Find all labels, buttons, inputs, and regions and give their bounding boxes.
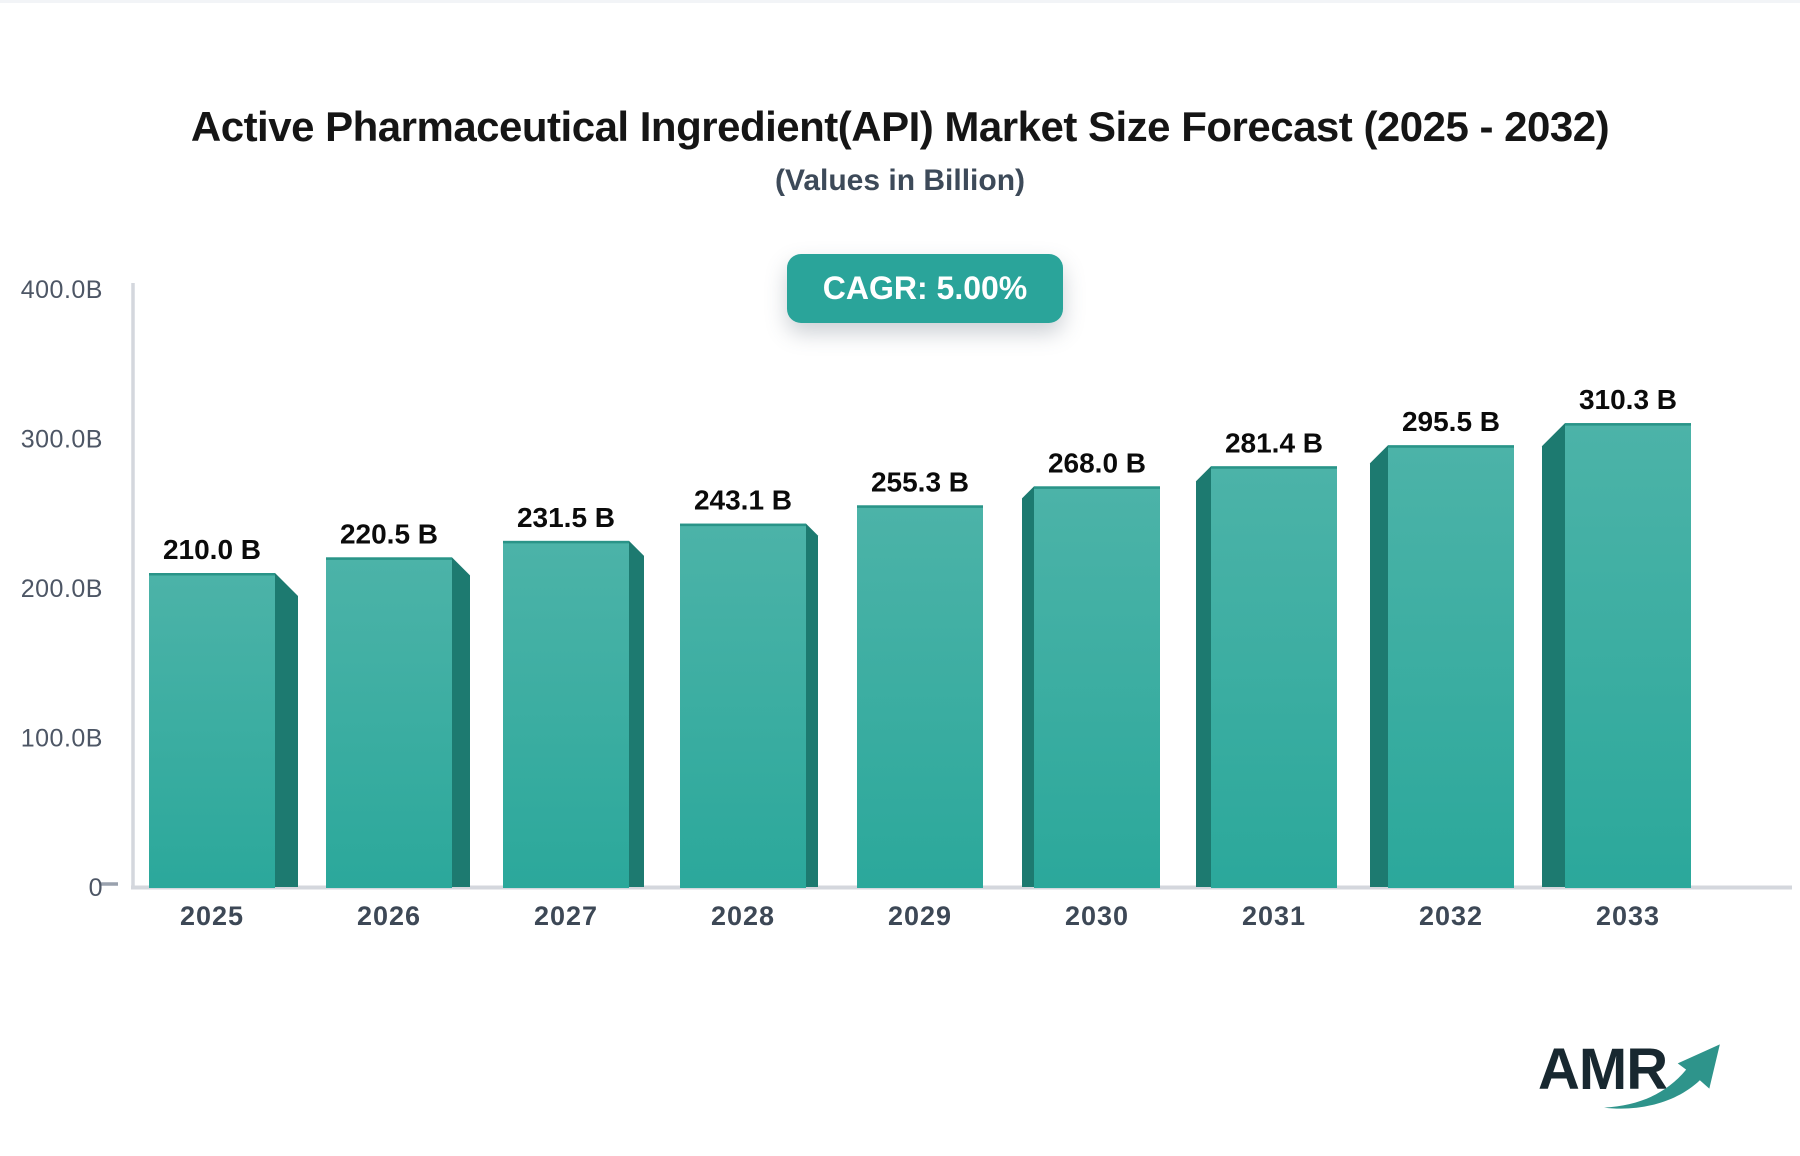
bar-value-label-2029: 255.3 B [871,466,969,497]
bar-2032 [1388,445,1514,888]
x-axis-label-2032: 2032 [1419,901,1483,931]
x-axis-label-2029: 2029 [888,901,952,931]
bar-2033 [1565,423,1691,888]
chart-subtitle: (Values in Billion) [774,164,1026,197]
x-axis-label-2025: 2025 [180,901,244,931]
bar-value-label-2032: 295.5 B [1402,406,1500,437]
bar-side-face-2025 [275,573,298,887]
bar-2027 [503,540,629,888]
cagr-badge-label: CAGR: 5.00% [822,270,1028,306]
y-axis-tick-label: 200.0B [21,575,103,603]
bar-value-label-2027: 231.5 B [517,502,615,533]
amr-logo-text: AMR [1538,1037,1668,1102]
growth-arrow-path [1604,1044,1720,1109]
x-axis-label-2027: 2027 [534,901,598,931]
amr-logo: AMR [1538,1036,1738,1126]
x-axis-label-2031: 2031 [1242,901,1306,931]
bar-2028 [680,523,806,888]
bar-2031 [1211,466,1337,888]
bar-value-label-2026: 220.5 B [340,518,438,549]
bar-side-face-2030 [1022,486,1034,887]
cagr-badge: CAGR: 5.00% [787,254,1063,323]
bar-side-face-2026 [452,557,470,887]
chart-title: Active Pharmaceutical Ingredient(API) Ma… [190,103,1610,150]
x-axis-label-2030: 2030 [1065,901,1129,931]
bar-side-face-2033 [1542,423,1565,887]
y-axis-tick-label: 300.0B [21,426,103,454]
bar-side-face-2031 [1196,466,1211,887]
bar-side-face-2027 [629,540,644,887]
y-axis-tick-label: 100.0B [21,725,103,753]
bar-side-face-2028 [806,523,818,887]
bar-value-label-2025: 210.0 B [163,534,261,565]
growth-arrow-icon [1604,1044,1720,1109]
bar-value-label-2031: 281.4 B [1225,427,1323,458]
x-axis-label-2026: 2026 [357,901,421,931]
bar-side-face-2032 [1370,445,1388,887]
bar-2029 [857,505,983,888]
y-axis-tick-label: 400.0B [21,276,103,304]
bar-value-label-2033: 310.3 B [1579,384,1677,415]
bar-2030 [1034,486,1160,888]
x-axis-label-2033: 2033 [1596,901,1660,931]
y-axis-tick-label: 0 [89,874,103,902]
bar-value-label-2030: 268.0 B [1048,447,1146,478]
x-axis-label-2028: 2028 [711,901,775,931]
top-edge-divider [0,0,1800,3]
bar-2025 [149,573,275,888]
bar-2026 [326,557,452,888]
bar-value-label-2028: 243.1 B [694,485,792,516]
